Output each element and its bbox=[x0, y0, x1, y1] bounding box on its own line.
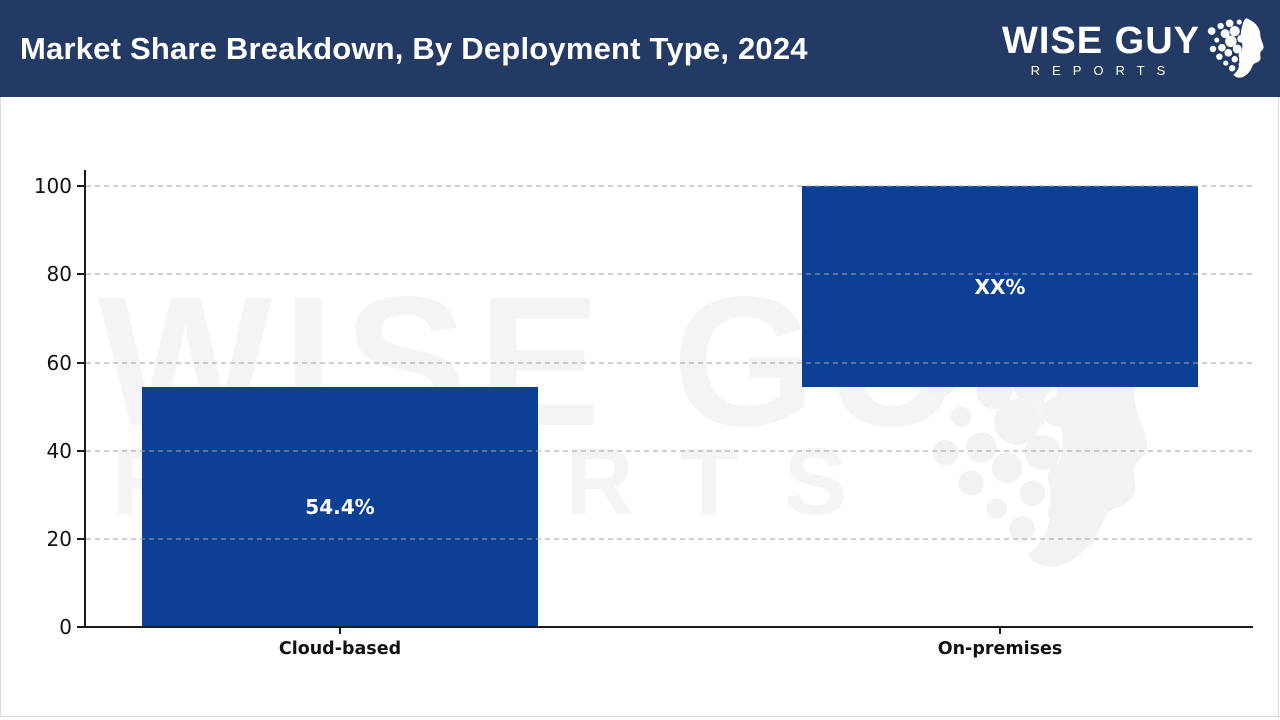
logo-text: WISE GUY REPORTS bbox=[1002, 21, 1200, 78]
y-tick-label-20: 20 bbox=[46, 526, 72, 551]
y-tick-40 bbox=[77, 449, 84, 452]
bar-value-label: XX% bbox=[974, 274, 1026, 299]
y-tick-label-0: 0 bbox=[59, 615, 72, 639]
y-tick-100 bbox=[77, 185, 84, 188]
left-hairline bbox=[0, 97, 1, 717]
y-axis-line bbox=[84, 170, 86, 628]
right-hairline bbox=[1278, 97, 1279, 717]
logo-subtext: REPORTS bbox=[1030, 62, 1178, 78]
x-tick-1 bbox=[999, 628, 1001, 634]
x-tick-0 bbox=[339, 628, 341, 634]
x-axis-label-on-premises: On-premises bbox=[937, 639, 1063, 659]
y-tick-label-40: 40 bbox=[46, 438, 72, 463]
gridline-80 bbox=[86, 273, 1253, 276]
y-tick-label-60: 60 bbox=[46, 350, 72, 375]
bottom-hairline bbox=[0, 716, 1280, 717]
wise-guy-reports-logo: WISE GUY REPORTS bbox=[1002, 6, 1268, 92]
y-tick-60 bbox=[77, 361, 84, 364]
y-tick-80 bbox=[77, 273, 84, 276]
bar-on-premises: XX% bbox=[802, 186, 1198, 388]
y-tick-20 bbox=[77, 537, 84, 540]
gridline-40 bbox=[86, 449, 1253, 452]
y-tick-0 bbox=[77, 626, 84, 628]
y-tick-label-80: 80 bbox=[46, 262, 72, 287]
logo-wordmark: WISE GUY bbox=[1001, 19, 1200, 62]
page-title: Market Share Breakdown, By Deployment Ty… bbox=[20, 30, 808, 66]
x-axis-label-cloud-based: Cloud-based bbox=[278, 639, 402, 659]
gridline-100 bbox=[86, 185, 1253, 188]
gridline-60 bbox=[86, 361, 1253, 364]
y-tick-label-100: 100 bbox=[33, 174, 72, 199]
gridline-20 bbox=[86, 537, 1253, 540]
bar-value-label: 54.4% bbox=[305, 495, 375, 520]
bar-cloud-based: 54.4% bbox=[142, 387, 538, 627]
dotted-head-icon bbox=[1207, 18, 1264, 78]
watermark-dotted-head-icon bbox=[925, 330, 1148, 567]
x-axis-line bbox=[84, 626, 1253, 628]
header-banner: Market Share Breakdown, By Deployment Ty… bbox=[0, 0, 1280, 97]
